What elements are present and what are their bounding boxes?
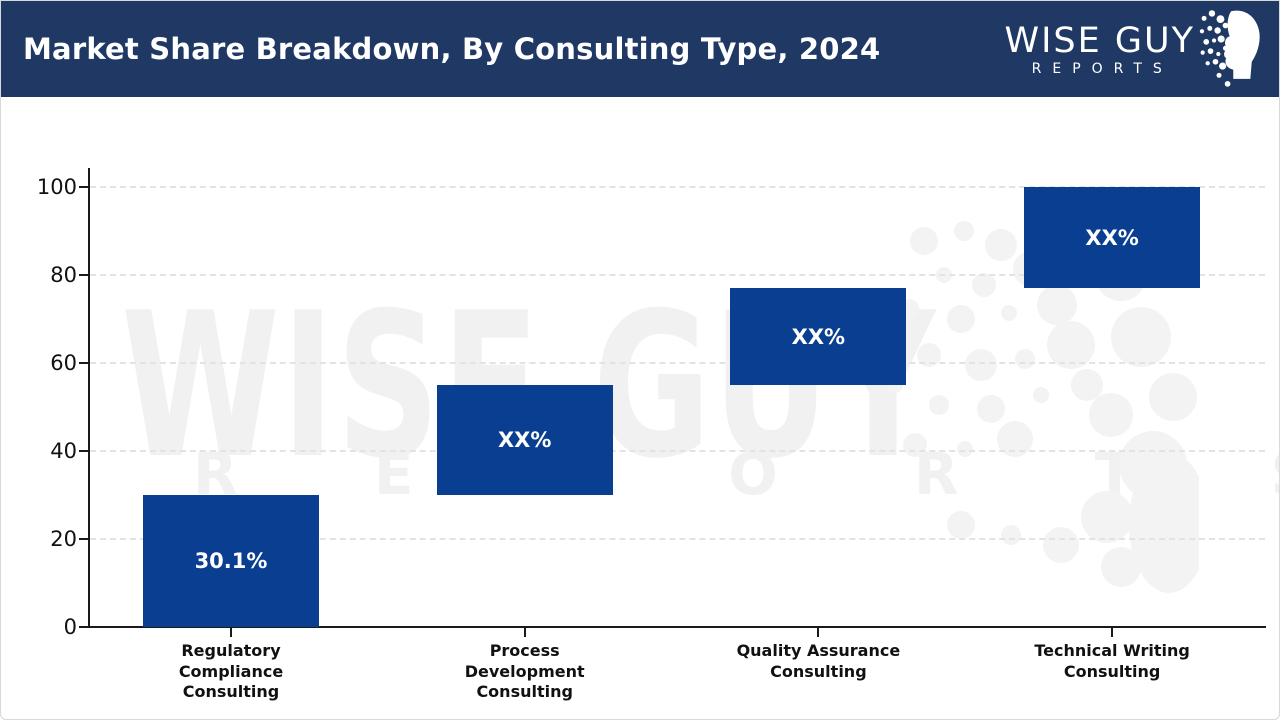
x-category-line: Consulting: [476, 682, 573, 701]
x-category-line: Consulting: [770, 661, 867, 681]
x-tick-mark: [1111, 628, 1114, 637]
y-tick-label: 80: [50, 263, 77, 287]
x-tick-mark: [523, 628, 526, 637]
y-tick-label: 100: [36, 175, 77, 199]
y-tick-label: 40: [50, 439, 77, 463]
x-category-line: Process: [489, 641, 560, 660]
chart-title: Market Share Breakdown, By Consulting Ty…: [23, 32, 881, 66]
y-tick-mark: [79, 626, 89, 628]
x-tick-mark: [230, 628, 232, 637]
y-tick-mark: [79, 450, 89, 452]
wiseguy-face-icon: [1199, 10, 1260, 87]
bar-1: 30.1%: [143, 494, 319, 627]
y-tick-mark: [79, 186, 89, 188]
bar-2: XX%: [436, 385, 613, 495]
gridline-60: [90, 362, 1265, 364]
x-category-line: Compliance: [178, 661, 284, 681]
gridline-80: [90, 274, 1265, 276]
bar-value-label: 30.1%: [194, 548, 268, 573]
y-axis-line: [88, 168, 90, 628]
bar-value-label: XX%: [497, 427, 552, 452]
y-tick-label: 0: [63, 615, 77, 639]
y-tick-label: 60: [50, 351, 77, 375]
brand-logo-text: WISE GUY REPORTS: [1004, 22, 1195, 77]
header-bar: Market Share Breakdown, By Consulting Ty…: [1, 1, 1279, 97]
bar-3: XX%: [730, 288, 907, 385]
y-tick-label: 20: [50, 527, 77, 551]
x-category-line: Quality Assurance: [736, 641, 901, 660]
bar-value-label: XX%: [1085, 225, 1139, 250]
gridline-100: [90, 186, 1265, 188]
x-axis-line: [88, 626, 1266, 628]
x-category-line: Consulting: [1063, 661, 1161, 681]
x-category-line: Regulatory: [181, 641, 281, 660]
brand-name: WISE GUY: [1004, 20, 1195, 61]
y-tick-mark: [79, 538, 89, 540]
brand-subtitle: REPORTS: [1031, 60, 1173, 77]
brand-logo: WISE GUY REPORTS: [1004, 7, 1261, 91]
x-category-line: Technical Writing: [1034, 641, 1190, 660]
x-category-line: Development: [464, 661, 585, 681]
x-category-label: Quality Assurance Consulting: [671, 641, 965, 682]
y-tick-mark: [79, 274, 89, 276]
bar-value-label: XX%: [791, 324, 846, 349]
x-category-label: Technical Writing Consulting: [965, 641, 1259, 682]
x-category-line: Consulting: [182, 682, 280, 701]
x-tick-mark: [817, 628, 820, 637]
x-category-label: Regulatory Compliance Consulting: [84, 641, 378, 703]
y-tick-mark: [79, 362, 89, 364]
gridline-20: [90, 538, 1265, 540]
x-category-label: Process Development Consulting: [378, 641, 672, 703]
bar-4: XX%: [1024, 187, 1201, 289]
gridline-40: [90, 450, 1265, 452]
